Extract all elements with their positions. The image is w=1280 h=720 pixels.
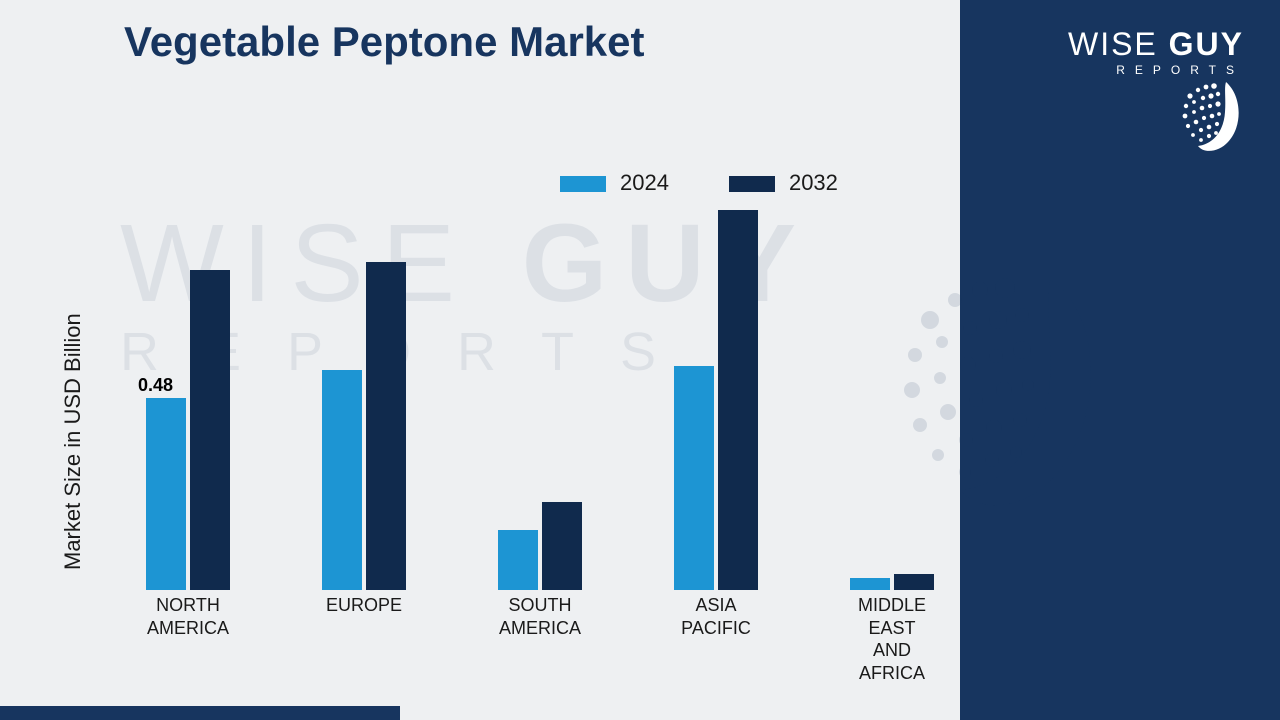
stage: WISE GUY REPORTS WISE GUY REPORTS [0, 0, 1280, 720]
plot-area: NORTH AMERICAEUROPESOUTH AMERICAASIA PAC… [100, 190, 980, 590]
brand-logo: WISE GUY REPORTS [1068, 28, 1244, 76]
brand-light: WISE [1068, 26, 1158, 62]
brand-sub: REPORTS [1068, 64, 1244, 76]
bar-2024 [850, 578, 890, 590]
chart-title: Vegetable Peptone Market [124, 18, 645, 66]
bar-2032 [366, 262, 406, 590]
brand-bold: GUY [1169, 26, 1244, 62]
bar-2032 [542, 502, 582, 590]
data-label: 0.48 [138, 375, 173, 396]
category-label: EUROPE [276, 594, 452, 617]
y-axis-label: Market Size in USD Billion [60, 313, 86, 570]
bottom-strip [0, 706, 400, 720]
bar-2032 [894, 574, 934, 590]
bar-2032 [718, 210, 758, 590]
category-label: SOUTH AMERICA [452, 594, 628, 639]
bar-2024 [498, 530, 538, 590]
bar-2032 [190, 270, 230, 590]
bar-2024 [674, 366, 714, 590]
brand-head-icon [1174, 78, 1244, 154]
category-label: ASIA PACIFIC [628, 594, 804, 639]
category-label: NORTH AMERICA [100, 594, 276, 639]
category-label: MIDDLE EAST AND AFRICA [804, 594, 980, 684]
bar-2024 [322, 370, 362, 590]
bar-2024 [146, 398, 186, 590]
